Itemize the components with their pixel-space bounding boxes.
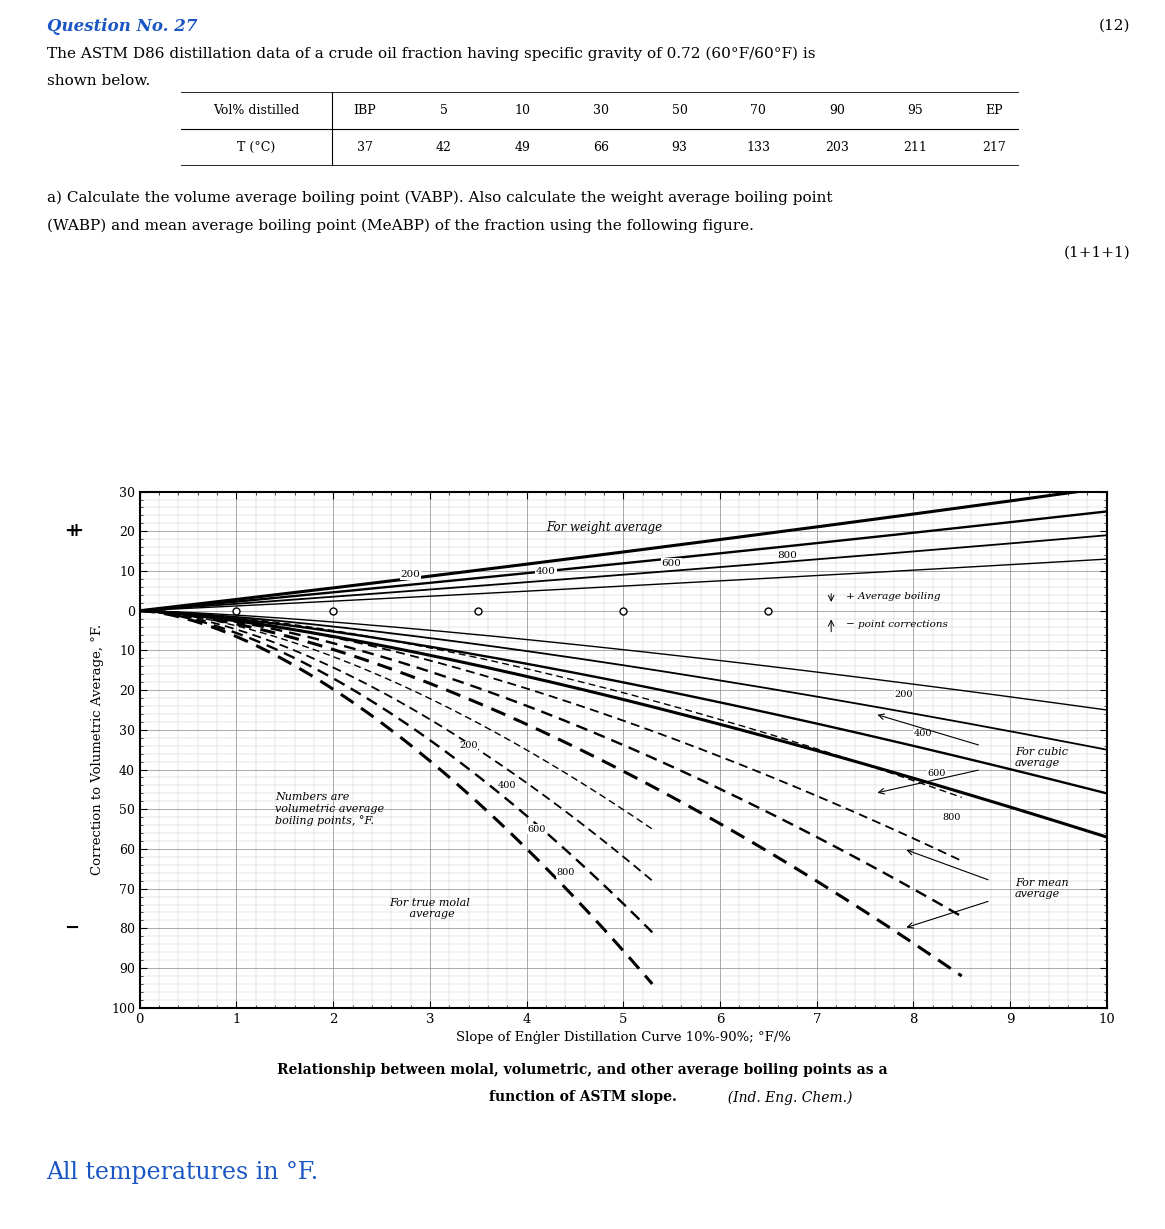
Text: 800: 800 [942,812,961,822]
Text: 66: 66 [593,141,609,154]
Text: 217: 217 [982,141,1007,154]
Text: 10: 10 [515,104,530,117]
Text: 800: 800 [778,551,798,559]
Text: EP: EP [986,104,1003,117]
Text: 600: 600 [527,825,545,833]
Text: 600: 600 [662,558,682,568]
Text: (WABP) and mean average boiling point (MeABP) of the fraction using the followin: (WABP) and mean average boiling point (M… [47,219,754,234]
Text: 400: 400 [913,729,932,739]
Text: Question No. 27: Question No. 27 [47,18,197,36]
Text: T (°C): T (°C) [236,141,275,154]
Text: 200: 200 [894,689,912,698]
Text: (Ind. Eng. Chem.): (Ind. Eng. Chem.) [719,1090,852,1105]
Text: For mean
average: For mean average [1015,878,1068,900]
Text: 400: 400 [497,780,516,790]
Text: 203: 203 [825,141,849,154]
Text: shown below.: shown below. [47,74,150,87]
Text: +: + [64,522,79,541]
Text: For cubic
average: For cubic average [1015,747,1068,768]
Text: (1+1+1): (1+1+1) [1064,246,1130,259]
Text: The ASTM D86 distillation data of a crude oil fraction having specific gravity o: The ASTM D86 distillation data of a crud… [47,47,815,61]
Text: 211: 211 [904,141,927,154]
Text: 42: 42 [436,141,452,154]
Text: 200: 200 [401,570,421,580]
Text: function of ASTM slope.: function of ASTM slope. [488,1090,677,1104]
Text: +: + [69,522,83,541]
Text: 800: 800 [556,868,574,878]
X-axis label: Slope of Enġler Distillation Curve 10%-90%; °F/%: Slope of Enġler Distillation Curve 10%-9… [456,1031,791,1045]
Text: 93: 93 [672,141,687,154]
Text: Vol% distilled: Vol% distilled [213,104,299,117]
Text: For true molal
 average: For true molal average [389,897,471,919]
Text: + Average boiling: + Average boiling [846,592,940,601]
Text: 50: 50 [672,104,687,117]
Text: 133: 133 [747,141,770,154]
Text: 70: 70 [750,104,767,117]
Text: Numbers are
volumetric average
boiling points, °F.: Numbers are volumetric average boiling p… [275,793,384,826]
Text: a) Calculate the volume average boiling point (VABP). Also calculate the weight : a) Calculate the volume average boiling … [47,190,832,205]
Text: 49: 49 [515,141,530,154]
Text: For weight average: For weight average [546,521,662,533]
Text: All temperatures in °F.: All temperatures in °F. [47,1161,319,1185]
Text: −: − [64,919,79,938]
Text: 90: 90 [829,104,845,117]
Text: 95: 95 [908,104,924,117]
Text: 200: 200 [459,741,478,750]
Text: − point corrections: − point corrections [846,621,947,629]
Text: (12): (12) [1099,18,1130,32]
Text: 5: 5 [440,104,447,117]
Y-axis label: Correction to Volumetric Average, °F.: Correction to Volumetric Average, °F. [91,624,104,875]
Text: 400: 400 [536,567,556,575]
Text: Relationship between molal, volumetric, and other average boiling points as a: Relationship between molal, volumetric, … [277,1063,888,1077]
Text: 600: 600 [927,769,946,778]
Text: 37: 37 [358,141,373,154]
Text: 30: 30 [593,104,609,117]
Text: IBP: IBP [354,104,376,117]
